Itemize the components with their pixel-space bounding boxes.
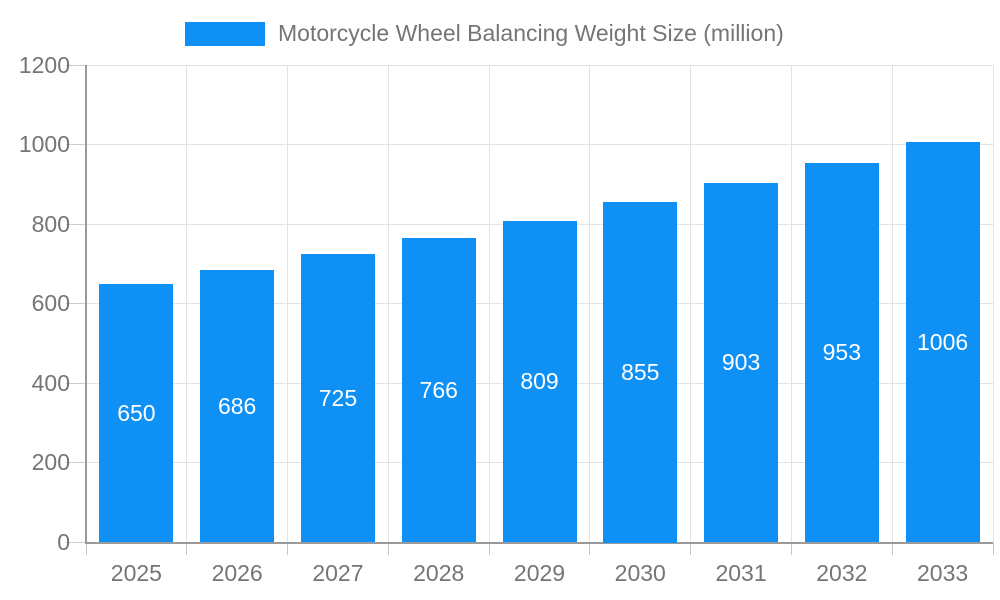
x-axis-tick bbox=[186, 542, 188, 555]
bar-2026[interactable] bbox=[200, 269, 275, 543]
y-axis-tick-label: 200 bbox=[31, 449, 70, 476]
x-gridline bbox=[488, 65, 490, 543]
y-axis-tick-label: 1000 bbox=[18, 131, 70, 158]
x-axis-tick-label: 2029 bbox=[513, 560, 566, 586]
x-axis-tick-label: 2032 bbox=[816, 560, 868, 586]
x-axis-tick bbox=[287, 542, 289, 555]
x-axis-tick bbox=[85, 542, 87, 555]
bar-2028[interactable] bbox=[401, 237, 476, 543]
x-axis-tick bbox=[488, 542, 490, 555]
x-axis-tick-label: 2025 bbox=[110, 560, 162, 586]
x-gridline bbox=[387, 65, 389, 543]
y-axis-tick-label: 0 bbox=[57, 529, 70, 555]
bar-2033[interactable] bbox=[905, 142, 980, 543]
y-axis-tick bbox=[66, 144, 86, 146]
y-axis-tick bbox=[66, 64, 86, 66]
x-gridline bbox=[287, 65, 289, 543]
x-axis-tick-label: 2027 bbox=[312, 560, 364, 586]
bar-value-label: 809 bbox=[520, 368, 559, 395]
x-gridline bbox=[690, 65, 692, 543]
y-axis-tick-label: 600 bbox=[31, 290, 70, 317]
bar-2031[interactable] bbox=[704, 183, 779, 543]
bar-value-label: 686 bbox=[217, 392, 257, 419]
x-axis-tick-label: 2030 bbox=[614, 560, 666, 586]
bar-value-label: 766 bbox=[419, 376, 458, 403]
chart-legend[interactable]: Motorcycle Wheel Balancing Weight Size (… bbox=[185, 20, 784, 47]
x-gridline bbox=[186, 65, 188, 543]
x-axis-tick-label: 2028 bbox=[413, 560, 465, 586]
bar-value-label: 1006 bbox=[917, 328, 969, 355]
x-axis-tick bbox=[690, 542, 692, 555]
x-axis-line bbox=[86, 541, 993, 544]
x-axis-tick bbox=[790, 542, 792, 555]
bar-value-label: 725 bbox=[318, 384, 358, 411]
y-axis-tick-label: 800 bbox=[31, 210, 70, 237]
bar-2032[interactable] bbox=[804, 163, 879, 543]
legend-swatch bbox=[185, 21, 265, 46]
x-gridline bbox=[790, 65, 792, 543]
bar-value-label: 855 bbox=[621, 358, 660, 385]
x-gridline bbox=[992, 65, 994, 543]
x-axis-tick bbox=[992, 542, 994, 555]
x-gridline bbox=[891, 65, 893, 543]
x-axis-tick-label: 2026 bbox=[211, 560, 263, 586]
x-axis-tick bbox=[387, 542, 389, 555]
x-axis-tick-label: 2033 bbox=[917, 560, 969, 586]
x-axis-tick-label: 2031 bbox=[715, 560, 767, 586]
y-axis-tick bbox=[66, 303, 86, 305]
y-axis-line bbox=[85, 65, 87, 544]
bar-value-label: 903 bbox=[721, 349, 761, 376]
x-axis-tick bbox=[589, 542, 591, 555]
y-axis-tick-label: 1200 bbox=[18, 51, 70, 78]
bar-value-label: 953 bbox=[822, 339, 862, 366]
x-axis-tick bbox=[891, 542, 893, 555]
bar-2025[interactable] bbox=[99, 283, 174, 543]
y-gridline bbox=[86, 64, 993, 66]
x-gridline bbox=[589, 65, 591, 543]
bar-2029[interactable] bbox=[502, 220, 577, 543]
y-gridline bbox=[86, 144, 993, 146]
y-axis-tick bbox=[66, 223, 86, 225]
y-axis-tick bbox=[66, 542, 86, 543]
bar-2027[interactable] bbox=[300, 254, 375, 543]
legend-label: Motorcycle Wheel Balancing Weight Size (… bbox=[278, 20, 784, 46]
y-axis-tick bbox=[66, 382, 86, 384]
bar-value-label: 650 bbox=[117, 399, 156, 426]
y-axis-tick bbox=[66, 462, 86, 464]
y-axis-tick-label: 400 bbox=[31, 369, 70, 396]
bar-2030[interactable] bbox=[603, 202, 678, 543]
